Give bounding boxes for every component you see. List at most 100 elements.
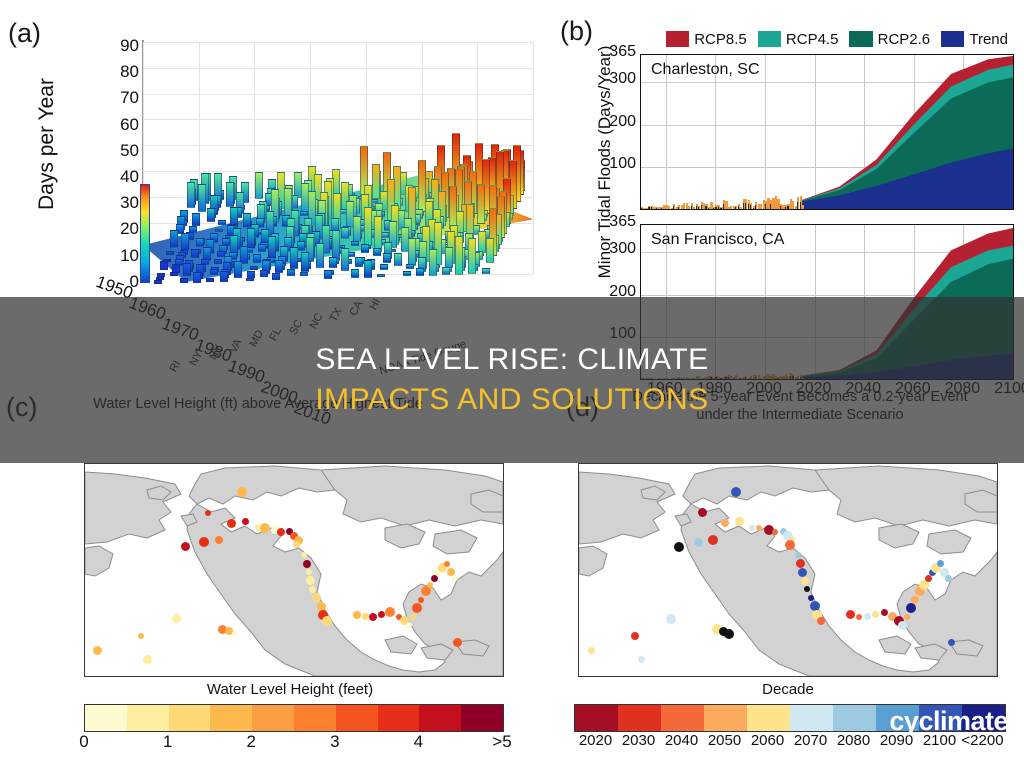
panel-a-bar [361, 244, 370, 253]
panel-b-observed-bar [643, 207, 646, 209]
map-station-dot [796, 559, 806, 569]
panel-a-bar [351, 240, 360, 246]
panel-b-observed-trendline [737, 206, 739, 209]
panel-b-observed-bar [693, 206, 696, 209]
colorbar-segment [618, 705, 661, 731]
panel-c-map [84, 463, 504, 677]
panel-a-gridline-v [254, 42, 256, 274]
map-station-dot [292, 541, 300, 549]
panel-b-observed-bar [703, 203, 706, 209]
panel-a-bar [286, 268, 295, 277]
panel-d-colorbar-tick: 2040 [664, 732, 699, 749]
colorbar-segment [790, 705, 833, 731]
map-station-dot [205, 509, 212, 516]
panel-b-observed-bar [794, 206, 797, 209]
panel-b-observed-trendline [717, 206, 720, 209]
panel-c-colorbar-tick: >5 [492, 732, 512, 751]
map-station-dot [863, 613, 871, 621]
map-station-dot [420, 586, 431, 597]
panel-b-observed-trendline [698, 207, 700, 209]
map-station-dot [730, 486, 741, 497]
panel-a-bar [297, 241, 306, 252]
panel-a-bar [191, 248, 200, 258]
panel-a-y-tick: 80 [120, 62, 139, 82]
panel-a-bar [299, 271, 308, 276]
panel-b-observed-bar [680, 205, 683, 209]
panel-b-observed-bar [658, 207, 661, 209]
panel-d-colorbar [574, 704, 1006, 732]
title-overlay-banner: SEA LEVEL RISE: CLIMATE IMPACTS AND SOLU… [0, 297, 1024, 463]
panel-a-bar [486, 238, 495, 264]
panel-b-observed-trendline [648, 207, 650, 209]
map-station-dot [749, 524, 756, 531]
panel-d-colorbar-tick: 2080 [836, 732, 871, 749]
panel-a-bar [340, 247, 349, 272]
panel-b-gridline-h [641, 294, 1013, 296]
panel-a-bar [371, 163, 380, 200]
panel-a-bar [402, 271, 411, 277]
panel-a-bar [275, 260, 283, 274]
panel-a-bar [219, 271, 228, 282]
map-station-dot [301, 552, 308, 559]
panel-a-bar [477, 184, 485, 225]
panel-b-observed-bar [789, 198, 793, 209]
colorbar-segment [962, 705, 1005, 731]
panel-a-bar [191, 213, 200, 226]
cyclimate-watermark: cyclimate [889, 706, 1008, 736]
panel-a-gridline-h [143, 119, 533, 121]
sanfrancisco-title: San Francisco, CA [651, 231, 785, 248]
panel-c-colorbar-tick: 1 [162, 732, 173, 751]
panel-a-gridline-v [198, 42, 200, 274]
legend-label-rcp4.5: RCP4.5 [785, 30, 839, 48]
panel-b-observed-trendline [650, 207, 653, 209]
map-station-dot [707, 535, 718, 546]
colorbar-segment [704, 705, 747, 731]
map-station-dot [721, 519, 730, 528]
map-station-dot [369, 612, 378, 621]
panel-b-observed-trendline [745, 203, 747, 209]
panel-a-bar [389, 221, 398, 249]
colorbar-segment [919, 705, 962, 731]
map-station-dot [226, 518, 236, 528]
panel-c-colorbar-tick: 2 [246, 732, 256, 751]
panel-b-observed-trendline [705, 206, 707, 209]
panel-d-colorbar-tick: 2020 [578, 732, 613, 749]
map-station-dot [290, 532, 298, 541]
panel-b-observed-bar [792, 201, 795, 209]
panel-b-observed-bar [774, 195, 778, 209]
map-station-dot [446, 568, 455, 577]
panel-d-map [578, 463, 998, 677]
map-station-dot [665, 613, 676, 624]
panel-b-observed-trendline [747, 204, 749, 209]
panel-b-observed-trendline [678, 206, 680, 209]
panel-b-observed-bar [725, 201, 728, 209]
panel-d-colorbar-tick: <2200 [961, 732, 1004, 749]
map-station-dot [316, 601, 326, 611]
panel-b-observed-bar [710, 201, 713, 209]
colorbar-segment [377, 705, 420, 731]
panel-b-y-tick: 200 [609, 282, 636, 300]
panel-a-gridline-h [143, 67, 533, 69]
map-station-dot [254, 524, 262, 532]
map-station-dot [800, 576, 809, 585]
map-station-dot [412, 603, 423, 614]
map-station-dot [931, 562, 942, 573]
map-station-dot [293, 535, 303, 545]
map-station-dot [880, 608, 888, 616]
panel-b-observed-trendline [779, 206, 782, 209]
map-station-dot [443, 560, 450, 567]
panel-d-colorbar-tick: 2090 [879, 732, 914, 749]
panel-a-bar [477, 231, 486, 253]
panel-a-bar [240, 246, 249, 264]
panel-b-gridline-v [665, 55, 667, 209]
panel-a-bar [328, 257, 337, 268]
map-station-dot [426, 581, 433, 588]
map-station-dot [309, 585, 317, 593]
panel-a-bar [394, 252, 403, 266]
panel-a-bar [215, 228, 223, 233]
panel-a-y-tick: 0 [129, 271, 139, 291]
panel-a-y-tick: 50 [120, 140, 139, 160]
panel-a-bar [198, 184, 207, 212]
colorbar-segment [833, 705, 876, 731]
panel-b-observed-bar [782, 205, 785, 209]
